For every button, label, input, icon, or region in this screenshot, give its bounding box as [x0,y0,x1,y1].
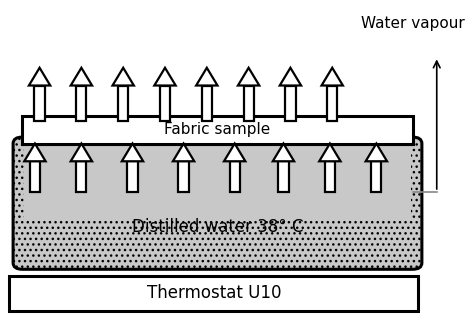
Polygon shape [122,143,143,161]
Text: Fabric sample: Fabric sample [164,122,271,137]
Polygon shape [155,68,176,86]
Polygon shape [29,68,50,86]
Bar [128,161,137,192]
Bar [229,161,240,192]
Bar [202,86,212,121]
Bar [76,161,86,192]
Bar [76,86,86,121]
Bar [327,86,337,121]
Bar [9,276,418,311]
FancyBboxPatch shape [13,137,422,269]
Text: Distilled water 38° C: Distilled water 38° C [132,218,303,236]
Polygon shape [71,143,92,161]
Bar [30,161,40,192]
Bar [160,86,170,121]
Text: Water vapour: Water vapour [361,16,465,31]
Text: Thermostat U10: Thermostat U10 [146,285,281,302]
Polygon shape [365,143,387,161]
Bar [35,86,45,121]
Bar [118,86,128,121]
Bar [278,161,289,192]
Polygon shape [224,143,246,161]
Polygon shape [173,143,194,161]
Bar [179,161,189,192]
Bar [24,143,411,217]
Bar [244,86,254,121]
Polygon shape [238,68,259,86]
Polygon shape [319,143,341,161]
Polygon shape [280,68,301,86]
Polygon shape [196,68,218,86]
Polygon shape [71,68,92,86]
Bar [371,161,382,192]
Bar [325,161,335,192]
Polygon shape [273,143,294,161]
Polygon shape [24,143,46,161]
Polygon shape [112,68,134,86]
Bar [22,116,412,143]
Polygon shape [321,68,343,86]
Bar [285,86,295,121]
